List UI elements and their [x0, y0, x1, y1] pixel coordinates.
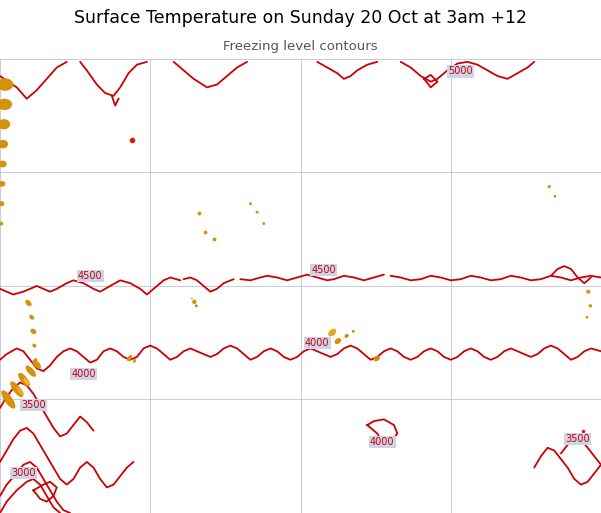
- Ellipse shape: [373, 356, 380, 361]
- Ellipse shape: [10, 381, 23, 397]
- Ellipse shape: [352, 330, 355, 333]
- Text: 4500: 4500: [311, 265, 336, 275]
- Ellipse shape: [585, 316, 588, 319]
- Ellipse shape: [0, 222, 3, 226]
- Ellipse shape: [34, 358, 37, 362]
- Ellipse shape: [23, 378, 29, 385]
- Ellipse shape: [0, 98, 12, 110]
- Ellipse shape: [18, 373, 30, 386]
- Ellipse shape: [0, 201, 4, 206]
- Ellipse shape: [0, 161, 7, 167]
- Ellipse shape: [31, 329, 36, 334]
- Ellipse shape: [255, 211, 258, 213]
- Ellipse shape: [195, 304, 198, 307]
- Ellipse shape: [344, 334, 349, 338]
- Ellipse shape: [335, 338, 341, 344]
- Text: 5000: 5000: [448, 67, 473, 76]
- Ellipse shape: [16, 386, 23, 396]
- Ellipse shape: [1, 390, 16, 409]
- Text: 4000: 4000: [305, 338, 329, 348]
- Ellipse shape: [133, 359, 136, 363]
- Text: 3000: 3000: [11, 468, 35, 478]
- Ellipse shape: [0, 119, 10, 129]
- Ellipse shape: [127, 355, 132, 361]
- Text: Freezing level contours: Freezing level contours: [223, 40, 378, 52]
- Text: 3500: 3500: [21, 400, 46, 410]
- Ellipse shape: [191, 298, 193, 299]
- Ellipse shape: [588, 304, 592, 308]
- Text: 4500: 4500: [78, 271, 102, 281]
- Ellipse shape: [192, 300, 197, 304]
- Ellipse shape: [29, 315, 34, 320]
- Text: 4000: 4000: [72, 369, 96, 379]
- Ellipse shape: [32, 344, 37, 348]
- Ellipse shape: [328, 329, 337, 337]
- Text: 3500: 3500: [566, 434, 590, 444]
- Ellipse shape: [548, 185, 551, 188]
- Ellipse shape: [262, 222, 265, 225]
- Ellipse shape: [586, 290, 591, 293]
- Ellipse shape: [25, 300, 32, 306]
- Ellipse shape: [0, 140, 8, 148]
- Text: Surface Temperature on Sunday 20 Oct at 3am +12: Surface Temperature on Sunday 20 Oct at …: [74, 9, 527, 27]
- Text: 4000: 4000: [370, 437, 394, 447]
- Ellipse shape: [25, 365, 36, 377]
- Ellipse shape: [249, 202, 252, 205]
- Ellipse shape: [0, 78, 13, 91]
- Ellipse shape: [554, 195, 557, 198]
- Ellipse shape: [32, 360, 41, 369]
- Ellipse shape: [0, 181, 5, 187]
